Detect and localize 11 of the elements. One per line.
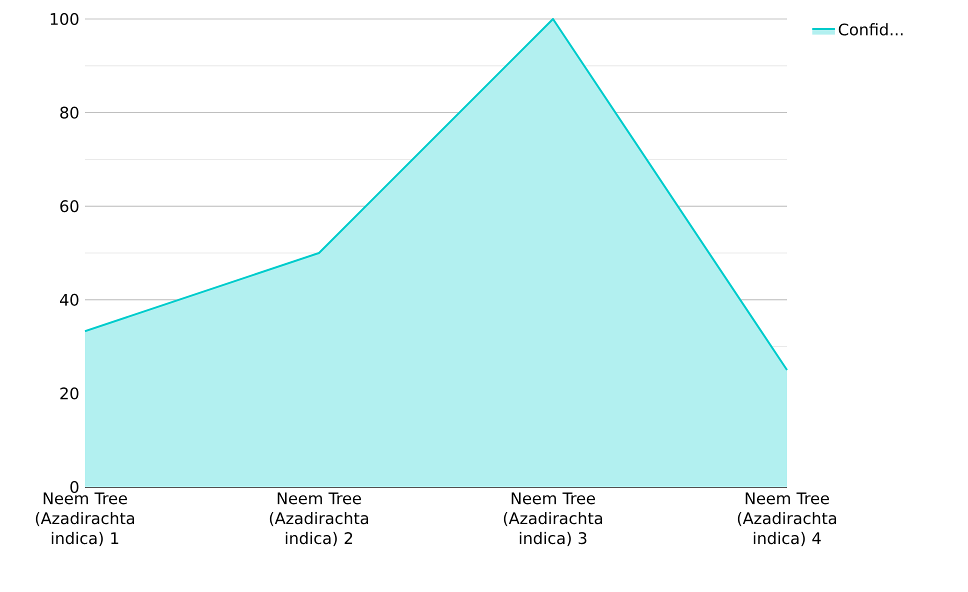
x-tick-label: Neem Tree (Azadirachta indica) 4 [738, 492, 836, 546]
y-tick-label: 40 [60, 294, 78, 306]
y-tick-label: 20 [60, 387, 78, 400]
y-tick-label: 60 [60, 200, 78, 212]
y-tick-label: 0 [70, 480, 78, 494]
x-tick-label: Neem Tree (Azadirachta indica) 2 [270, 492, 368, 546]
y-tick-label: 80 [60, 106, 78, 119]
y-tick-label: 100 [50, 12, 78, 26]
legend-label: Confid... [838, 23, 903, 36]
x-tick-label: Neem Tree (Azadirachta indica) 1 [36, 492, 134, 546]
x-tick-label: Neem Tree (Azadirachta indica) 3 [504, 492, 602, 546]
